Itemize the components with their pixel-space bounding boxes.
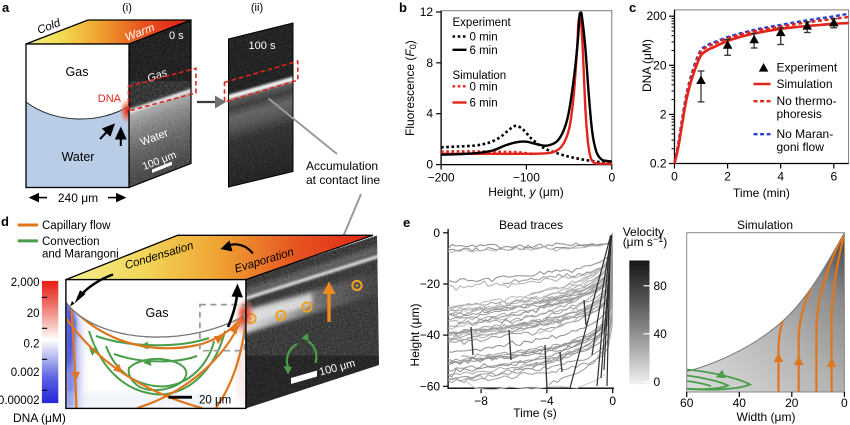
svg-text:20: 20 <box>653 58 667 72</box>
svg-text:−200: −200 <box>428 171 455 185</box>
svg-text:Simulation: Simulation <box>453 70 507 82</box>
svg-text:−40: −40 <box>420 328 441 342</box>
svg-text:Gas: Gas <box>66 65 89 79</box>
svg-text:40: 40 <box>654 327 668 341</box>
svg-text:(ii): (ii) <box>251 2 263 14</box>
svg-text:4: 4 <box>777 170 784 184</box>
svg-text:20 μm: 20 μm <box>199 395 231 407</box>
svg-text:a: a <box>2 0 10 15</box>
svg-text:Bead traces: Bead traces <box>499 218 563 232</box>
svg-text:0: 0 <box>608 171 615 185</box>
svg-text:Simulation: Simulation <box>737 218 793 232</box>
svg-text:0: 0 <box>609 394 616 408</box>
svg-text:2: 2 <box>724 170 731 184</box>
svg-text:0: 0 <box>671 170 678 184</box>
svg-text:0 s: 0 s <box>169 30 184 42</box>
svg-text:Time (s): Time (s) <box>513 406 557 420</box>
svg-text:Simulation: Simulation <box>777 77 833 91</box>
svg-text:0: 0 <box>426 158 433 172</box>
svg-text:0.2: 0.2 <box>650 157 667 171</box>
svg-text:6 min: 6 min <box>470 98 498 110</box>
svg-text:−60: −60 <box>420 379 441 393</box>
svg-text:100 s: 100 s <box>249 40 276 52</box>
svg-text:Experiment: Experiment <box>777 61 838 75</box>
svg-text:Gas: Gas <box>146 306 169 320</box>
svg-text:at contact line: at contact line <box>306 173 380 187</box>
svg-text:240 μm: 240 μm <box>58 191 98 205</box>
svg-text:DNA: DNA <box>98 93 122 105</box>
svg-text:0.2: 0.2 <box>24 339 40 351</box>
svg-text:12: 12 <box>420 5 434 19</box>
svg-text:and Marangoni: and Marangoni <box>42 248 119 260</box>
svg-text:0: 0 <box>433 226 440 240</box>
svg-text:60: 60 <box>680 396 694 410</box>
svg-text:b: b <box>399 0 407 15</box>
svg-text:−20: −20 <box>420 277 441 291</box>
svg-text:−4: −4 <box>540 394 554 408</box>
svg-text:20: 20 <box>27 308 40 320</box>
svg-text:200: 200 <box>646 9 666 23</box>
svg-text:2,000: 2,000 <box>11 277 40 289</box>
svg-text:goni flow: goni flow <box>777 140 825 154</box>
svg-text:Accumulation: Accumulation <box>306 159 378 173</box>
svg-text:8: 8 <box>426 56 433 70</box>
svg-text:2: 2 <box>660 107 667 121</box>
svg-text:80: 80 <box>654 279 668 293</box>
svg-text:DNA (μM): DNA (μM) <box>13 411 66 425</box>
svg-text:Time (min): Time (min) <box>733 186 790 200</box>
svg-text:d: d <box>1 214 9 229</box>
svg-text:Convection: Convection <box>42 236 100 248</box>
svg-text:6: 6 <box>830 170 837 184</box>
svg-text:0: 0 <box>654 375 661 389</box>
svg-text:Height (μm): Height (μm) <box>408 304 422 367</box>
svg-text:Water: Water <box>62 150 95 164</box>
svg-text:6 min: 6 min <box>470 45 498 57</box>
svg-text:40: 40 <box>733 396 747 410</box>
svg-text:0 min: 0 min <box>470 81 498 93</box>
svg-text:0.002: 0.002 <box>11 367 40 379</box>
svg-text:4: 4 <box>426 107 433 121</box>
svg-text:0 min: 0 min <box>470 32 498 44</box>
svg-text:e: e <box>403 215 410 230</box>
svg-text:No Maran-: No Maran- <box>777 127 834 141</box>
svg-text:No thermo-: No thermo- <box>777 94 837 108</box>
svg-text:Fluorescence (F0): Fluorescence (F0) <box>403 40 418 136</box>
svg-text:Velocity: Velocity <box>623 225 664 239</box>
svg-text:Experiment: Experiment <box>453 17 512 29</box>
svg-text:0.00002: 0.00002 <box>0 395 40 407</box>
svg-text:Height, y (μm): Height, y (μm) <box>488 185 564 199</box>
svg-text:Width (μm): Width (μm) <box>737 410 796 424</box>
svg-text:−100: −100 <box>513 171 540 185</box>
svg-text:DNA (μM): DNA (μM) <box>640 39 654 92</box>
svg-text:−8: −8 <box>474 394 488 408</box>
svg-text:phoresis: phoresis <box>777 107 822 121</box>
svg-text:20: 20 <box>785 396 799 410</box>
svg-text:Capillary flow: Capillary flow <box>42 220 111 232</box>
svg-text:c: c <box>629 0 636 15</box>
svg-text:(i): (i) <box>122 2 132 14</box>
svg-text:0: 0 <box>841 396 848 410</box>
